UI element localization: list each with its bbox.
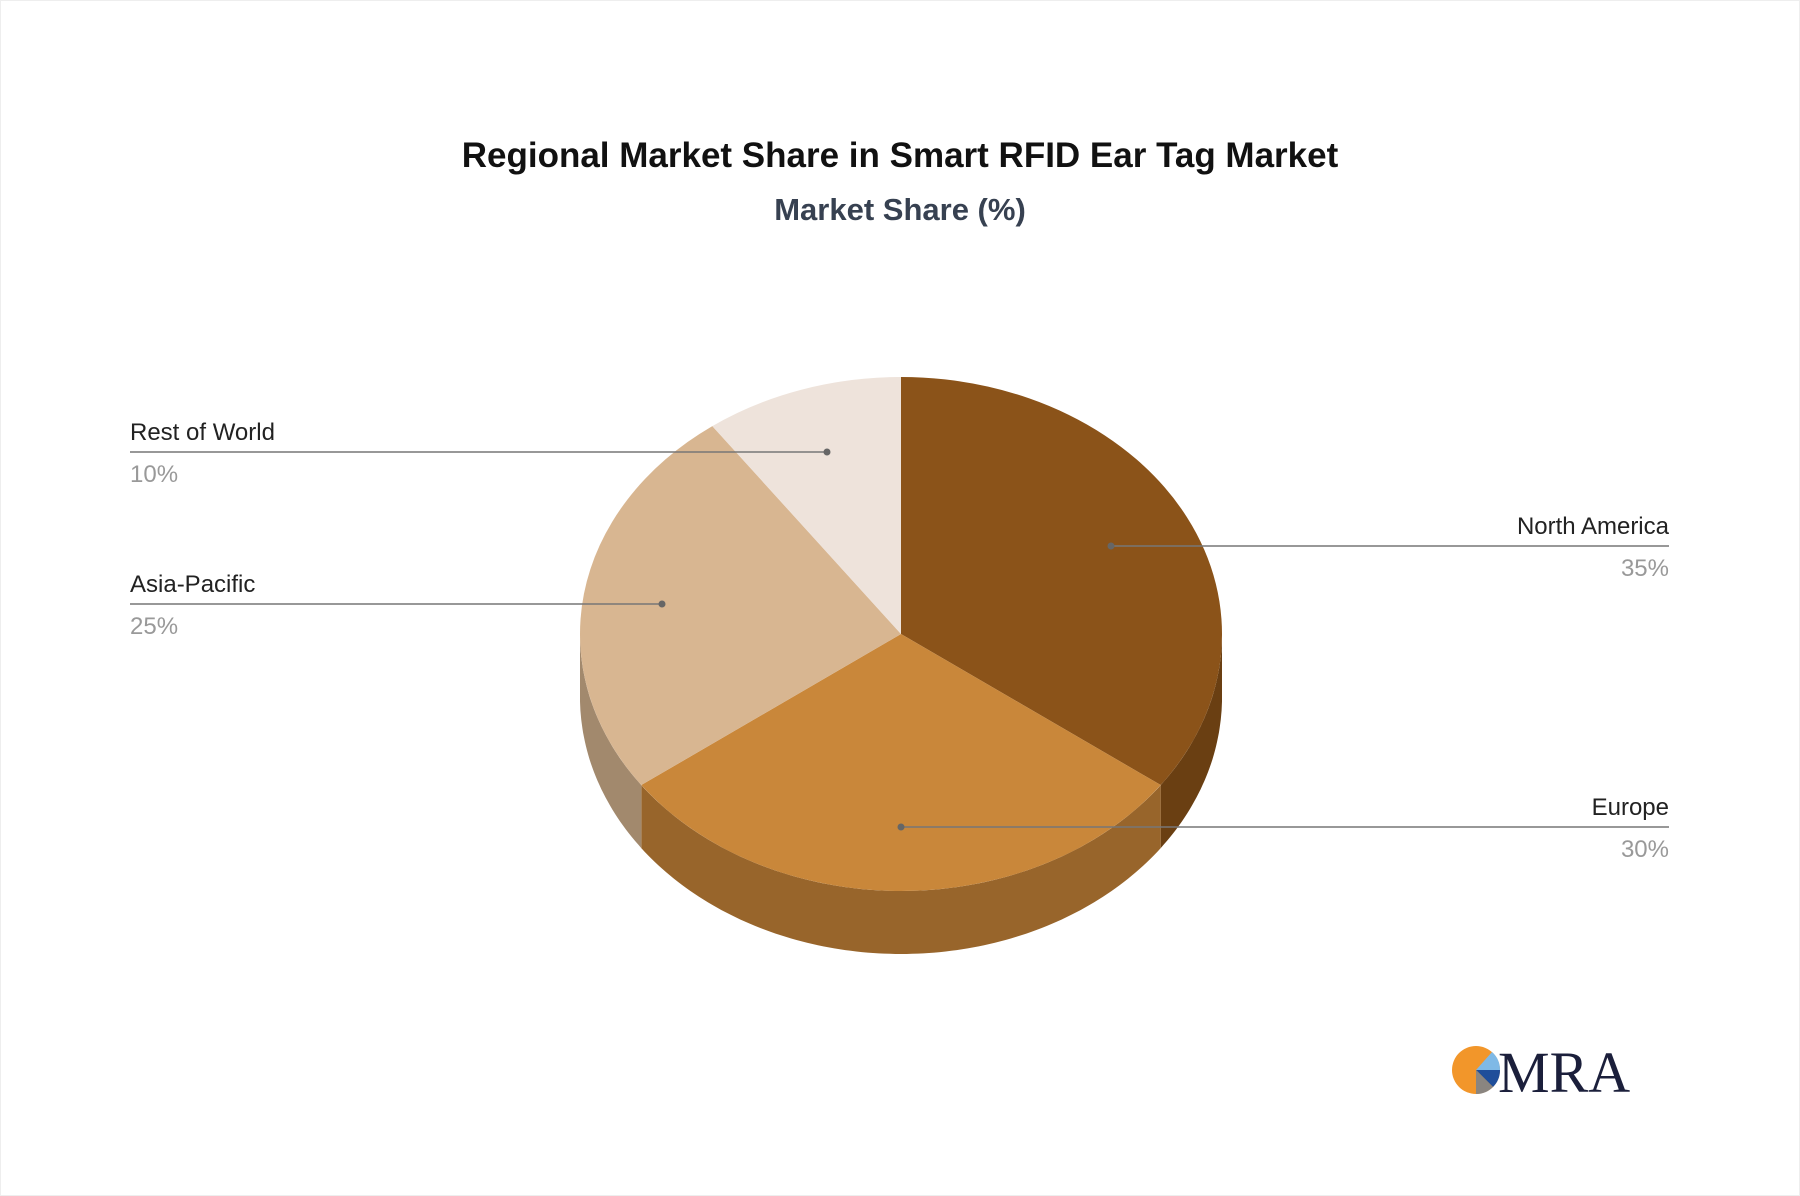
slice-value-north-america: 35% bbox=[1621, 555, 1669, 582]
pie-side-north-america bbox=[1160, 634, 1222, 849]
slice-value-asia-pacific: 25% bbox=[130, 613, 178, 640]
leader-dot-rest-of-world bbox=[823, 448, 831, 456]
pie-slice-rest-of-world bbox=[712, 377, 901, 634]
mra-logo: MRA bbox=[1452, 1040, 1630, 1100]
leader-dot-europe bbox=[897, 823, 905, 831]
slice-label-north-america: North America bbox=[1517, 513, 1670, 540]
leader-dot-north-america bbox=[1107, 542, 1115, 550]
logo-text: MRA bbox=[1498, 1040, 1630, 1100]
pie-side-europe bbox=[641, 785, 1161, 954]
slice-label-asia-pacific: Asia-Pacific bbox=[130, 571, 255, 598]
chart-subtitle: Market Share (%) bbox=[774, 192, 1026, 227]
chart-title: Regional Market Share in Smart RFID Ear … bbox=[461, 136, 1339, 175]
slice-value-europe: 30% bbox=[1621, 836, 1669, 863]
pie-slice-north-america bbox=[901, 377, 1222, 786]
slice-label-rest-of-world: Rest of World bbox=[130, 419, 275, 446]
slice-label-europe: Europe bbox=[1592, 794, 1669, 821]
pie-slice-asia-pacific bbox=[580, 426, 901, 786]
leader-dot-asia-pacific bbox=[658, 600, 666, 608]
slice-value-rest-of-world: 10% bbox=[130, 461, 178, 488]
pie-side-asia-pacific bbox=[580, 634, 642, 849]
